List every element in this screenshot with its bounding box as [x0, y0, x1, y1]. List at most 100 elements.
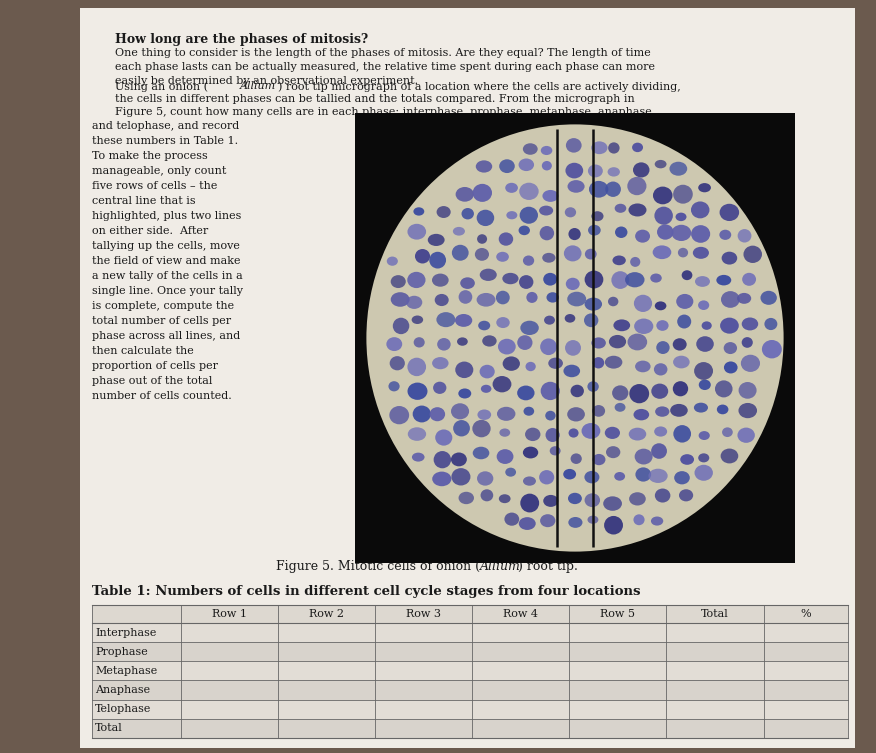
Text: the field of view and make: the field of view and make [92, 256, 241, 266]
Ellipse shape [477, 209, 494, 226]
Bar [92, 605, 848, 738]
Ellipse shape [523, 447, 538, 459]
Ellipse shape [563, 469, 576, 480]
Ellipse shape [693, 247, 709, 259]
Ellipse shape [519, 517, 536, 530]
Ellipse shape [591, 211, 604, 221]
Ellipse shape [696, 337, 714, 352]
Ellipse shape [656, 320, 668, 331]
Text: the cells in different phases can be tallied and the totals compared. From the m: the cells in different phases can be tal… [115, 94, 635, 104]
Text: Using an onion (: Using an onion ( [115, 81, 208, 92]
Ellipse shape [497, 449, 513, 464]
Ellipse shape [608, 297, 618, 306]
Ellipse shape [627, 334, 647, 350]
Ellipse shape [742, 273, 756, 286]
Ellipse shape [568, 291, 586, 306]
Ellipse shape [540, 146, 553, 155]
Ellipse shape [498, 233, 513, 245]
Ellipse shape [584, 313, 598, 327]
Ellipse shape [608, 167, 620, 176]
Ellipse shape [434, 451, 451, 468]
Ellipse shape [406, 296, 422, 309]
Text: How long are the phases of mitosis?: How long are the phases of mitosis? [115, 33, 368, 46]
Text: total number of cells per: total number of cells per [92, 316, 231, 326]
Ellipse shape [480, 269, 497, 281]
Text: Row 1: Row 1 [212, 609, 247, 619]
Ellipse shape [523, 477, 536, 486]
Ellipse shape [566, 278, 580, 290]
Text: a new tally of the cells in a: a new tally of the cells in a [92, 271, 243, 281]
Ellipse shape [458, 492, 474, 505]
Ellipse shape [505, 468, 516, 477]
Ellipse shape [472, 420, 491, 437]
Ellipse shape [407, 224, 426, 239]
Ellipse shape [629, 428, 646, 441]
Ellipse shape [584, 493, 600, 507]
Text: Row 3: Row 3 [406, 609, 441, 619]
Ellipse shape [477, 293, 496, 306]
Ellipse shape [627, 177, 646, 195]
Ellipse shape [434, 294, 449, 306]
Ellipse shape [762, 340, 781, 358]
Ellipse shape [477, 410, 491, 420]
Ellipse shape [455, 314, 472, 327]
Ellipse shape [724, 342, 737, 354]
Ellipse shape [388, 381, 399, 392]
Ellipse shape [517, 386, 534, 401]
Ellipse shape [482, 335, 497, 346]
Ellipse shape [694, 362, 713, 380]
Ellipse shape [391, 275, 406, 288]
Bar [92, 605, 848, 623]
Bar [92, 661, 848, 681]
Ellipse shape [614, 472, 625, 480]
Ellipse shape [651, 517, 663, 526]
Ellipse shape [698, 183, 711, 192]
Ellipse shape [606, 446, 620, 458]
Ellipse shape [588, 164, 603, 178]
Ellipse shape [720, 318, 738, 334]
Ellipse shape [673, 381, 689, 396]
Ellipse shape [738, 229, 752, 242]
Ellipse shape [656, 341, 669, 354]
Ellipse shape [629, 384, 649, 404]
Text: phase across all lines, and: phase across all lines, and [92, 331, 240, 341]
Ellipse shape [427, 234, 445, 246]
Ellipse shape [462, 208, 474, 219]
Ellipse shape [540, 514, 555, 527]
Ellipse shape [563, 364, 580, 377]
Text: Prophase: Prophase [95, 647, 148, 657]
Ellipse shape [650, 273, 661, 282]
Ellipse shape [715, 380, 732, 398]
Text: manageable, only count: manageable, only count [92, 166, 226, 176]
Ellipse shape [673, 338, 687, 351]
Ellipse shape [738, 428, 755, 443]
Ellipse shape [499, 160, 515, 173]
Ellipse shape [523, 143, 538, 155]
Ellipse shape [473, 184, 492, 202]
Ellipse shape [570, 453, 582, 464]
Ellipse shape [412, 453, 425, 462]
Ellipse shape [634, 294, 652, 312]
Ellipse shape [654, 160, 667, 169]
Ellipse shape [721, 291, 739, 308]
Ellipse shape [744, 245, 762, 263]
Text: then calculate the: then calculate the [92, 346, 194, 356]
Ellipse shape [613, 319, 630, 331]
Ellipse shape [456, 361, 473, 378]
Ellipse shape [742, 337, 752, 348]
Ellipse shape [722, 428, 733, 437]
Ellipse shape [473, 447, 490, 459]
Ellipse shape [567, 407, 585, 422]
Ellipse shape [546, 428, 560, 442]
Ellipse shape [738, 403, 757, 418]
Ellipse shape [612, 386, 628, 401]
Ellipse shape [648, 468, 668, 483]
Ellipse shape [724, 361, 738, 373]
Ellipse shape [611, 271, 629, 289]
Ellipse shape [604, 496, 622, 511]
Ellipse shape [584, 270, 604, 288]
Text: Allium: Allium [240, 81, 276, 91]
Ellipse shape [677, 315, 691, 328]
Text: number of cells counted.: number of cells counted. [92, 391, 232, 401]
Ellipse shape [478, 321, 491, 331]
